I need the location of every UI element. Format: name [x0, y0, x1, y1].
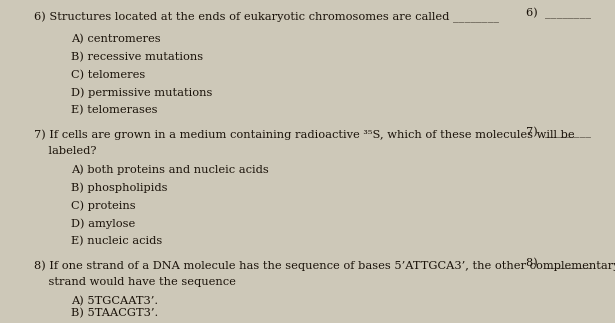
Text: D) amylose: D) amylose: [71, 218, 135, 229]
Text: A) centromeres: A) centromeres: [71, 34, 161, 44]
Text: B) recessive mutations: B) recessive mutations: [71, 52, 203, 62]
Text: C) telomeres: C) telomeres: [71, 69, 145, 80]
Text: 6) Structures located at the ends of eukaryotic chromosomes are called ________: 6) Structures located at the ends of euk…: [34, 11, 499, 23]
Text: A) both proteins and nucleic acids: A) both proteins and nucleic acids: [71, 165, 269, 175]
Text: labeled?: labeled?: [34, 146, 97, 156]
Text: E) telomerases: E) telomerases: [71, 105, 157, 115]
Text: 8)  ________: 8) ________: [526, 257, 591, 269]
Text: 7)  ________: 7) ________: [526, 127, 591, 138]
Text: E) nucleic acids: E) nucleic acids: [71, 236, 162, 246]
Text: 8) If one strand of a DNA molecule has the sequence of bases 5’ATTGCA3’, the oth: 8) If one strand of a DNA molecule has t…: [34, 260, 615, 271]
Text: B) 5TAACGT3’.: B) 5TAACGT3’.: [71, 307, 158, 318]
Text: C) proteins: C) proteins: [71, 200, 135, 211]
Text: B) phospholipids: B) phospholipids: [71, 182, 167, 193]
Text: 7) If cells are grown in a medium containing radioactive ³⁵S, which of these mol: 7) If cells are grown in a medium contai…: [34, 129, 574, 140]
Text: A) 5TGCAAT3’.: A) 5TGCAAT3’.: [71, 296, 158, 306]
Text: strand would have the sequence: strand would have the sequence: [34, 277, 236, 287]
Text: D) permissive mutations: D) permissive mutations: [71, 87, 212, 98]
Text: 6)  ________: 6) ________: [526, 8, 591, 19]
